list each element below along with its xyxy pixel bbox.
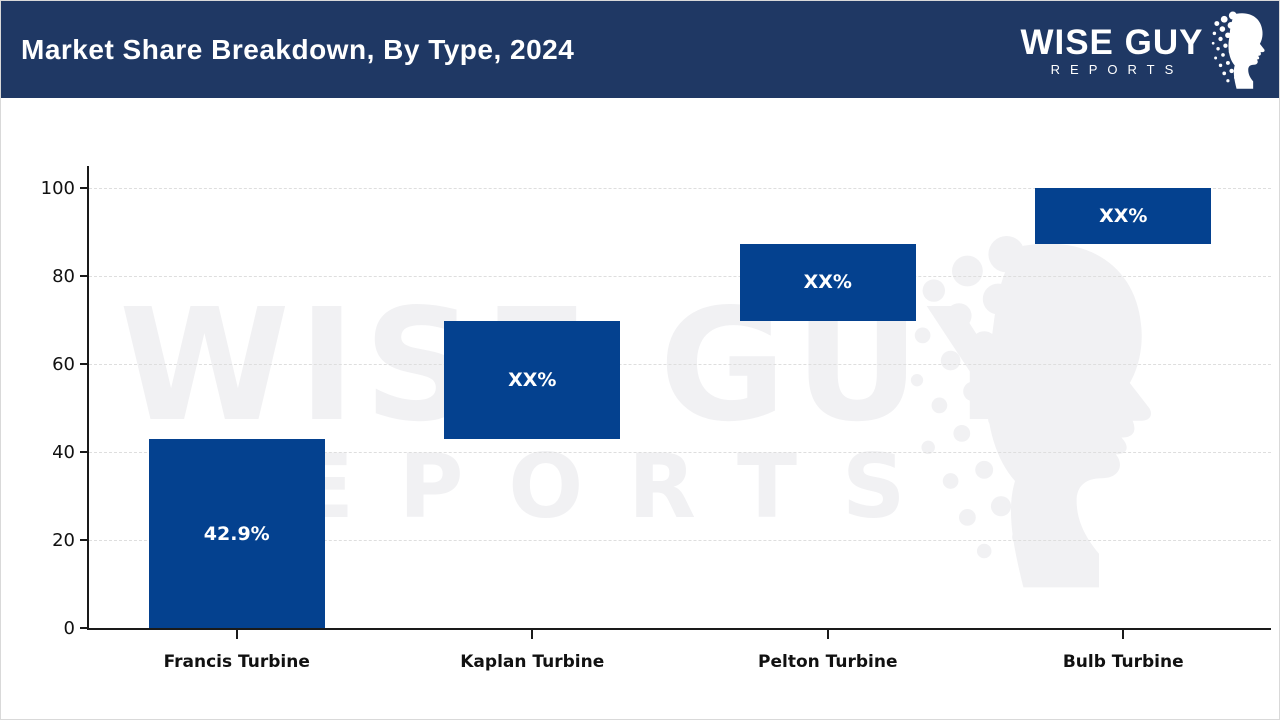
x-tick-label-kaplan-turbine: Kaplan Turbine (460, 652, 605, 672)
y-tick-mark (80, 627, 89, 629)
y-tick-mark (80, 275, 89, 277)
bar-francis-turbine: 42.9% (148, 439, 325, 628)
y-tick-mark (80, 451, 89, 453)
wise-guy-reports-logo: WISE GUY REPORTS (1020, 8, 1269, 92)
bar-bulb-turbine: XX% (1035, 188, 1212, 244)
page-title: Market Share Breakdown, By Type, 2024 (21, 33, 575, 65)
x-tick-mark (235, 630, 238, 639)
y-tick-label: 20 (52, 530, 75, 551)
plot-area: 0 20 40 60 80 100 42.9% Francis Turbine XX% Kapla… (41, 166, 1271, 672)
watermark-face-icon (910, 236, 1152, 588)
x-tick-mark (826, 630, 829, 639)
y-tick-label: 40 (52, 442, 75, 463)
x-tick-label-bulb-turbine: Bulb Turbine (1062, 652, 1184, 672)
y-tick-label: 0 (63, 618, 75, 639)
x-tick-label-francis-turbine: Francis Turbine (163, 652, 310, 672)
y-tick-label: 60 (52, 354, 75, 375)
bar-kaplan-turbine: XX% (444, 320, 621, 440)
gridline-100 (89, 188, 1271, 189)
y-tick-label: 80 (52, 266, 75, 287)
gridline-40 (89, 452, 1271, 453)
logo-subtitle: REPORTS (1050, 61, 1184, 77)
gridline-60 (89, 364, 1271, 365)
y-tick-label: 100 (40, 178, 75, 199)
x-tick-label-pelton-turbine: Pelton Turbine (758, 652, 898, 672)
x-tick-mark (1122, 630, 1125, 639)
bar-value-label: XX% (508, 369, 557, 392)
logo-wordmark: WISE GUY (1020, 22, 1204, 62)
y-tick-mark (80, 539, 89, 541)
bar-value-label: 42.9% (203, 522, 270, 545)
bar-pelton-turbine: XX% (739, 243, 916, 321)
y-tick-mark (80, 363, 89, 365)
dotted-face-icon (1212, 11, 1266, 89)
gridline-20 (89, 540, 1271, 541)
bar-value-label: XX% (1099, 204, 1148, 227)
header-bar: Market Share Breakdown, By Type, 2024 WI… (1, 1, 1279, 98)
x-tick-mark (531, 630, 534, 639)
logo-text: WISE GUY REPORTS (1020, 25, 1203, 76)
gridline-80 (89, 276, 1271, 277)
y-tick-mark (80, 187, 89, 189)
bar-value-label: XX% (803, 271, 852, 294)
